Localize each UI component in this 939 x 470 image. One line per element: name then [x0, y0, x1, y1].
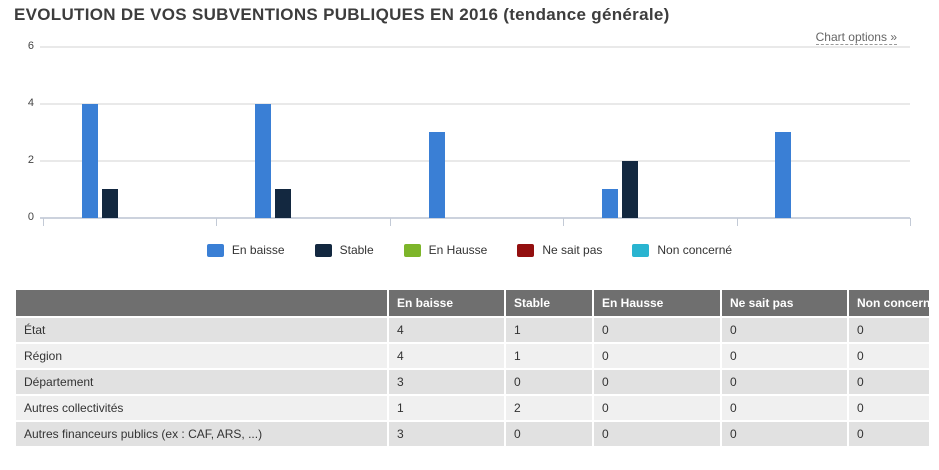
chart-bar — [255, 104, 271, 218]
cell-value: 1 — [389, 396, 504, 420]
cell-value: 3 — [389, 370, 504, 394]
x-axis-tick — [389, 218, 391, 226]
cell-value: 2 — [506, 396, 592, 420]
legend-item-label: En Hausse — [428, 243, 488, 257]
x-axis-tick — [910, 218, 911, 226]
cell-value: 0 — [594, 318, 720, 342]
cell-value: 0 — [722, 318, 847, 342]
cell-value: 0 — [849, 422, 929, 446]
table-row: Autres financeurs publics (ex : CAF, ARS… — [16, 422, 929, 446]
legend-item-1[interactable]: Stable — [314, 243, 374, 257]
chart-options-link[interactable]: Chart options » — [815, 30, 897, 45]
row-label: Département — [16, 370, 387, 394]
row-label: État — [16, 318, 387, 342]
legend-item-0[interactable]: En baisse — [206, 243, 285, 257]
cell-value: 0 — [849, 344, 929, 368]
legend-item-label: En baisse — [231, 243, 285, 257]
cell-value: 0 — [594, 370, 720, 394]
page-title: EVOLUTION DE VOS SUBVENTIONS PUBLIQUES E… — [14, 5, 670, 24]
legend-item-3[interactable]: Ne sait pas — [517, 243, 602, 257]
gridline-4 — [40, 103, 910, 105]
legend-item-2[interactable]: En Hausse — [403, 243, 488, 257]
cell-value: 0 — [722, 370, 847, 394]
table-row: Département 3 0 0 0 0 — [16, 370, 929, 394]
chart-legend: En baisse Stable En Hausse Ne sait pas Non c… — [0, 243, 939, 257]
legend-item-label: Non concerné — [657, 243, 733, 257]
cell-value: 0 — [594, 422, 720, 446]
cell-value: 0 — [722, 422, 847, 446]
chart-bar — [622, 161, 638, 218]
legend-swatch-icon — [517, 243, 535, 257]
table-row: Autres collectivités 1 2 0 0 0 — [16, 396, 929, 420]
x-axis-tick — [563, 218, 565, 226]
cell-value: 0 — [849, 370, 929, 394]
row-label: Autres financeurs publics (ex : CAF, ARS… — [16, 422, 387, 446]
legend-swatch-icon — [314, 243, 332, 257]
table-row: Région 4 1 0 0 0 — [16, 344, 929, 368]
cell-value: 0 — [849, 318, 929, 342]
cell-value: 0 — [506, 422, 592, 446]
chart-bar — [102, 189, 118, 218]
legend-item-4[interactable]: Non concerné — [632, 243, 732, 257]
cell-value: 0 — [594, 396, 720, 420]
column-header: En Hausse — [594, 290, 720, 316]
header-row: En baisse Stable En Hausse Ne sait pas Non c… — [16, 290, 929, 316]
row-label: Région — [16, 344, 387, 368]
cell-value: 4 — [389, 344, 504, 368]
gridline-6 — [40, 46, 910, 48]
column-header: Stable — [506, 290, 592, 316]
x-axis-tick — [216, 218, 218, 226]
y-axis-label: 4 — [27, 97, 34, 109]
bar-chart: 6 4 2 0 — [27, 40, 911, 226]
cell-value: 0 — [594, 344, 720, 368]
table-row: État 4 1 0 0 0 — [16, 318, 929, 342]
y-axis-label: 2 — [27, 154, 34, 166]
legend-item-label: Ne sait pas — [542, 243, 603, 257]
chart-bar — [275, 189, 291, 218]
results-table-body: État 4 1 0 0 0 Région 4 1 0 0 0 Département 3 0 0 0 0 Autr… — [16, 318, 929, 446]
cell-value: 4 — [389, 318, 504, 342]
y-axis-label: 6 — [27, 40, 34, 52]
chart-bar — [429, 132, 445, 218]
cell-value: 0 — [722, 344, 847, 368]
cell-value: 0 — [506, 370, 592, 394]
gridline-0 — [40, 217, 910, 219]
cell-value: 1 — [506, 344, 592, 368]
x-axis-tick — [736, 218, 738, 226]
cell-value: 1 — [506, 318, 592, 342]
x-axis-tick — [43, 218, 44, 226]
chart-bar — [82, 104, 98, 218]
legend-swatch-icon — [206, 243, 224, 257]
cell-value: 0 — [722, 396, 847, 420]
legend-swatch-icon — [632, 243, 650, 257]
column-header: En baisse — [389, 290, 504, 316]
chart-bar — [602, 189, 618, 218]
y-axis-label: 0 — [27, 211, 34, 223]
chart-bar — [775, 132, 791, 218]
legend-item-label: Stable — [339, 243, 374, 257]
cell-value: 3 — [389, 422, 504, 446]
column-header: Ne sait pas — [722, 290, 847, 316]
gridline-2 — [40, 160, 910, 162]
legend-swatch-icon — [403, 243, 421, 257]
column-header — [16, 290, 387, 316]
results-table-head: En baisse Stable En Hausse Ne sait pas Non c… — [16, 290, 929, 316]
column-header: Non concerné — [849, 290, 929, 316]
results-table: En baisse Stable En Hausse Ne sait pas Non c… — [14, 288, 931, 448]
cell-value: 0 — [849, 396, 929, 420]
row-label: Autres collectivités — [16, 396, 387, 420]
